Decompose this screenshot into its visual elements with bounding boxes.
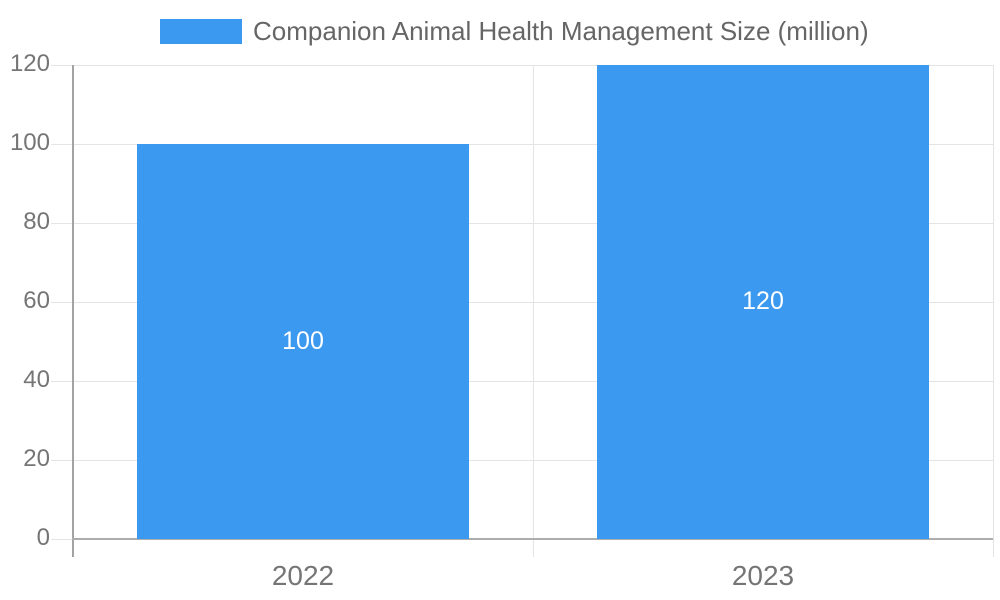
- bar-value-label: 120: [742, 287, 784, 315]
- y-axis-label: 80: [23, 208, 50, 235]
- y-axis-tick: [51, 381, 73, 382]
- y-axis-label: 120: [9, 50, 50, 77]
- y-axis-label: 20: [23, 445, 50, 472]
- bar-2022[interactable]: [137, 144, 469, 539]
- y-axis-line: [72, 65, 74, 557]
- gridline-vertical: [993, 65, 994, 557]
- legend-item[interactable]: Companion Animal Health Management Size …: [160, 16, 869, 46]
- bar-value-label: 100: [282, 326, 324, 355]
- y-axis-tick: [51, 144, 73, 145]
- x-axis-label: 2022: [271, 560, 335, 591]
- y-axis-label: 60: [23, 287, 50, 314]
- bar-2023[interactable]: [597, 65, 929, 539]
- y-axis-label: 0: [36, 524, 50, 551]
- x-axis-label: 2023: [731, 560, 795, 591]
- x-axis-line: [72, 538, 993, 540]
- y-axis-tick: [51, 460, 73, 461]
- gridline-vertical: [533, 65, 534, 557]
- y-axis-label: 40: [23, 366, 50, 393]
- y-axis-tick: [51, 302, 73, 303]
- legend-swatch: [160, 19, 242, 44]
- y-axis-label: 100: [9, 129, 50, 156]
- y-axis-tick: [51, 65, 73, 66]
- y-axis-tick: [51, 223, 73, 224]
- legend-label: Companion Animal Health Management Size …: [253, 16, 869, 46]
- y-axis-tick: [51, 539, 73, 540]
